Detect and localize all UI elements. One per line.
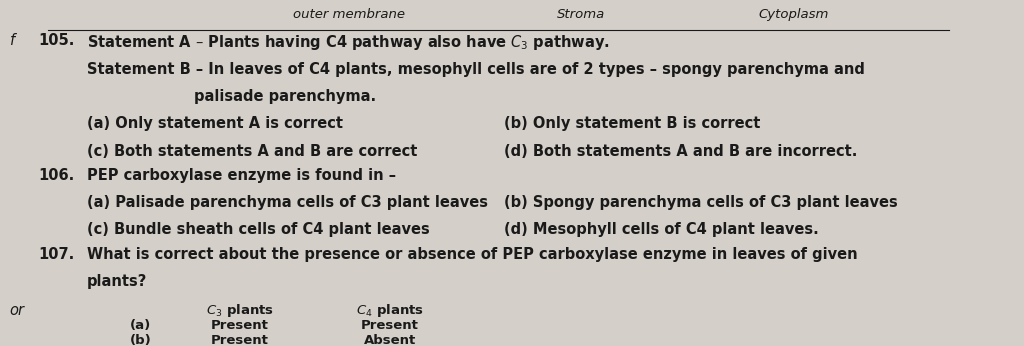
Bar [165, 318, 314, 333]
Text: (d) Mesophyll cells of C4 plant leaves.: (d) Mesophyll cells of C4 plant leaves. [504, 222, 818, 237]
Text: (c) Both statements A and B are correct: (c) Both statements A and B are correct [87, 144, 418, 158]
Text: 107.: 107. [39, 246, 75, 262]
Text: (c) Bundle sheath cells of C4 plant leaves: (c) Bundle sheath cells of C4 plant leav… [87, 222, 430, 237]
Text: (b): (b) [129, 334, 152, 346]
Text: Present: Present [360, 319, 419, 332]
Text: Cytoplasm: Cytoplasm [759, 8, 829, 21]
Text: (b) Only statement B is correct: (b) Only statement B is correct [504, 117, 760, 131]
Bar [116, 333, 165, 346]
Text: 105.: 105. [39, 33, 75, 47]
Bar [314, 333, 465, 346]
Text: or: or [9, 303, 25, 318]
Bar [165, 333, 314, 346]
Text: (a) Palisade parenchyma cells of C3 plant leaves: (a) Palisade parenchyma cells of C3 plan… [87, 195, 488, 210]
Text: (b) Spongy parenchyma cells of C3 plant leaves: (b) Spongy parenchyma cells of C3 plant … [504, 195, 897, 210]
Text: Absent: Absent [364, 334, 416, 346]
Text: $C_3$ plants: $C_3$ plants [206, 302, 273, 319]
Bar [116, 303, 165, 318]
Text: Statement B – In leaves of C4 plants, mesophyll cells are of 2 types – spongy pa: Statement B – In leaves of C4 plants, me… [87, 62, 865, 77]
Text: PEP carboxylase enzyme is found in –: PEP carboxylase enzyme is found in – [87, 168, 396, 183]
Text: (a): (a) [130, 319, 151, 332]
Text: palisade parenchyma.: palisade parenchyma. [194, 89, 376, 104]
Text: (a) Only statement A is correct: (a) Only statement A is correct [87, 117, 343, 131]
Text: Present: Present [211, 319, 268, 332]
Text: f: f [9, 33, 14, 47]
Text: What is correct about the presence or absence of PEP carboxylase enzyme in leave: What is correct about the presence or ab… [87, 246, 858, 262]
Text: (d) Both statements A and B are incorrect.: (d) Both statements A and B are incorrec… [504, 144, 857, 158]
Text: 106.: 106. [39, 168, 75, 183]
Bar [314, 303, 465, 318]
Text: outer membrane: outer membrane [293, 8, 404, 21]
Text: plants?: plants? [87, 274, 147, 289]
Text: Statement A – Plants having C4 pathway also have $C_3$ pathway.: Statement A – Plants having C4 pathway a… [87, 33, 610, 52]
Bar [165, 303, 314, 318]
Text: $C_4$ plants: $C_4$ plants [355, 302, 424, 319]
Text: Stroma: Stroma [557, 8, 605, 21]
Text: Present: Present [211, 334, 268, 346]
Bar [116, 318, 165, 333]
Bar [314, 318, 465, 333]
